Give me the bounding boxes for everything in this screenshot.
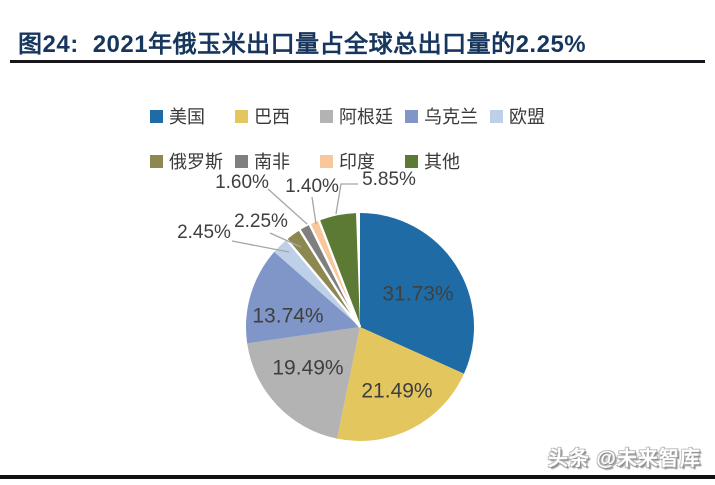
legend-row: 俄罗斯 南非 印度 其他 (150, 148, 575, 174)
legend-swatch-icon (320, 109, 333, 123)
leader-line-俄罗斯 (269, 232, 302, 248)
slice-value-label-俄罗斯: 2.25% (234, 211, 288, 232)
legend-item-美国: 美国 (150, 103, 235, 129)
pie-slice-阿根廷 (247, 327, 360, 439)
pie-slice-俄罗斯 (286, 230, 360, 327)
leader-line-其他 (335, 183, 358, 215)
leader-line-印度 (311, 196, 317, 225)
slice-value-label-欧盟: 2.45% (177, 222, 231, 243)
slice-value-label-乌克兰: 13.74% (252, 305, 323, 328)
slice-value-label-印度: 1.40% (285, 176, 339, 197)
slice-value-label-其他: 5.85% (362, 169, 416, 190)
legend-swatch-icon (490, 109, 503, 123)
slice-separator (308, 223, 362, 328)
legend-label: 巴西 (254, 107, 290, 127)
figure-title-text: 2021年俄玉米出口量占全球总出口量的2.25% (92, 31, 587, 58)
slice-value-label-阿根廷: 19.49% (272, 357, 343, 380)
slice-value-label-巴西: 21.49% (361, 380, 432, 403)
legend-item-阿根廷: 阿根廷 (320, 103, 405, 129)
slice-separator (285, 238, 361, 328)
legend-item-其他: 其他 (405, 148, 490, 174)
legend-item-乌克兰: 乌克兰 (405, 103, 490, 129)
legend-swatch-icon (235, 109, 248, 123)
slice-separator (298, 228, 362, 328)
legend-label: 印度 (339, 152, 375, 172)
leader-line-欧盟 (231, 240, 290, 253)
watermark: 头条 @未来智库 (547, 448, 701, 470)
legend-swatch-icon (405, 154, 418, 168)
legend-label: 美国 (169, 107, 205, 127)
legend-item-南非: 南非 (235, 148, 320, 174)
chart-legend: 美国 巴西 阿根廷 乌克兰 欧盟俄罗斯 南非 印度 其他 (150, 103, 575, 193)
legend-swatch-icon (320, 154, 333, 168)
legend-item-俄罗斯: 俄罗斯 (150, 148, 235, 174)
legend-swatch-icon (235, 154, 248, 168)
legend-label: 乌克兰 (424, 107, 478, 127)
pie-slice-乌克兰 (246, 251, 360, 344)
slice-value-label-美国: 31.73% (382, 283, 453, 306)
legend-item-欧盟: 欧盟 (490, 103, 575, 129)
pie-slice-美国 (360, 213, 475, 374)
legend-item-巴西: 巴西 (235, 103, 320, 129)
figure-title: 图24: 2021年俄玉米出口量占全球总出口量的2.25% (18, 24, 586, 59)
legend-label: 其他 (424, 152, 460, 172)
pie-slice-巴西 (337, 327, 464, 441)
slice-value-label-南非: 1.60% (215, 172, 269, 193)
pie-slice-欧盟 (274, 239, 360, 327)
legend-label: 阿根廷 (339, 107, 393, 127)
legend-swatch-icon (150, 154, 163, 168)
legend-label: 俄罗斯 (169, 152, 223, 172)
bottom-divider-line (0, 475, 715, 479)
title-divider-line (10, 60, 705, 63)
legend-swatch-icon (150, 109, 163, 123)
legend-swatch-icon (405, 109, 418, 123)
slice-separator (317, 219, 362, 328)
figure-number-label: 图24: (18, 31, 79, 58)
legend-label: 欧盟 (509, 107, 545, 127)
legend-label: 南非 (254, 152, 290, 172)
legend-item-印度: 印度 (320, 148, 405, 174)
leader-line-南非 (267, 188, 308, 225)
legend-row: 美国 巴西 阿根廷 乌克兰 欧盟 (150, 103, 575, 129)
